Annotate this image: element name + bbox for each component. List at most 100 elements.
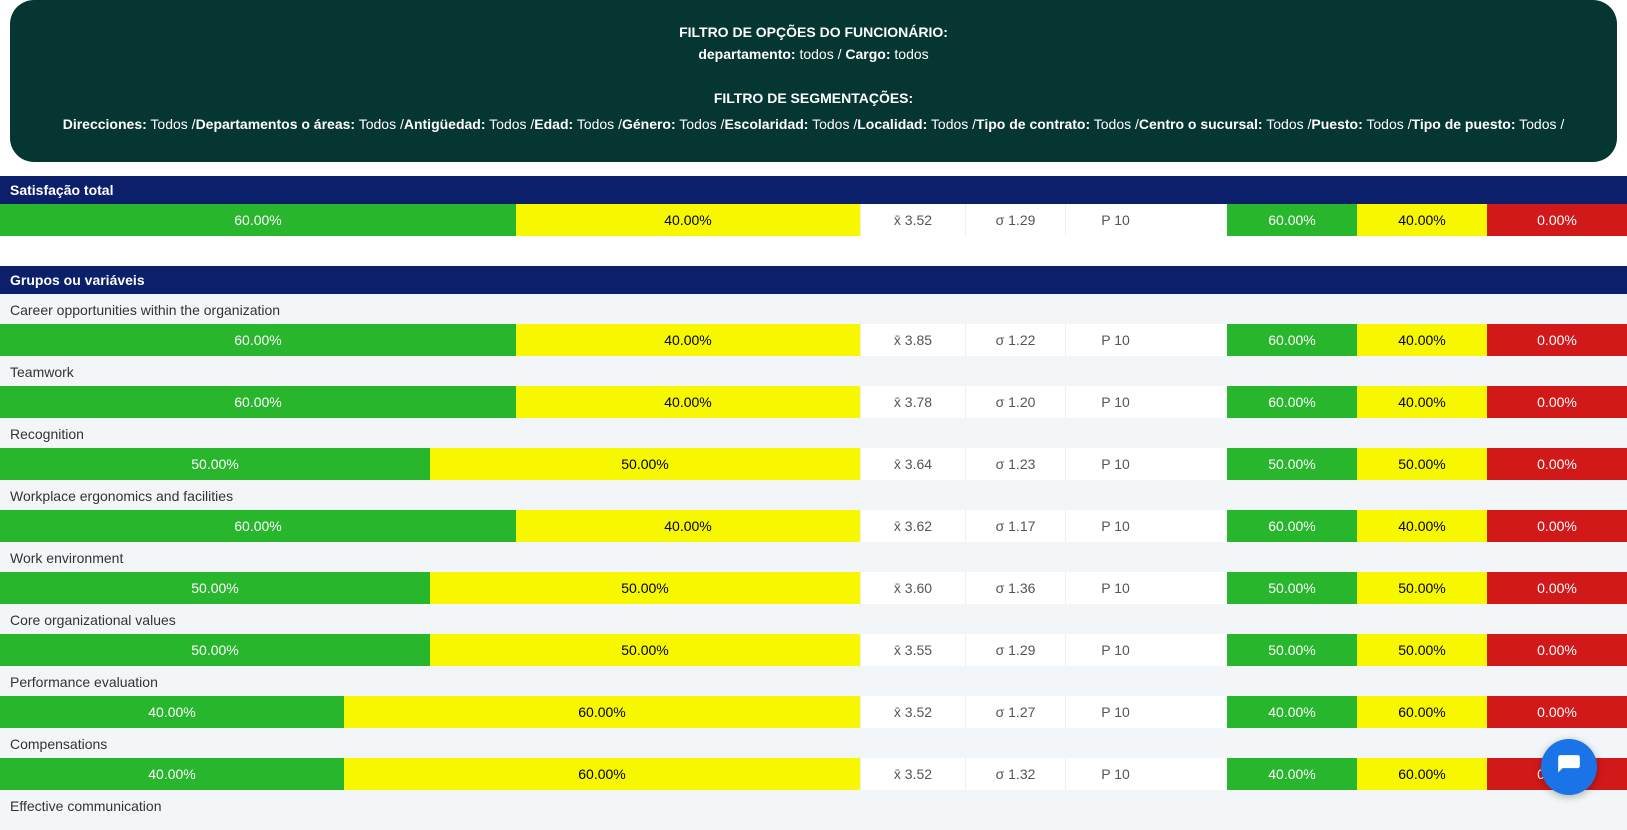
group-label: Performance evaluation: [0, 666, 1627, 696]
mini-yellow: 60.00%: [1357, 696, 1487, 728]
bar-green: 60.00%: [0, 204, 516, 236]
mini-green: 40.00%: [1227, 758, 1357, 790]
group-label: Recognition: [0, 418, 1627, 448]
bar-yellow: 40.00%: [516, 204, 860, 236]
bar-yellow: 40.00%: [516, 510, 860, 542]
filter-segment-label: Departamentos o áreas:: [196, 116, 356, 132]
stat-mean: x̄ 3.55: [860, 634, 965, 666]
group-row: 60.00%40.00%x̄ 3.85σ 1.22P 1060.00%40.00…: [0, 324, 1627, 356]
mini-yellow: 60.00%: [1357, 758, 1487, 790]
mini-green: 60.00%: [1227, 386, 1357, 418]
stat-sigma: σ 1.20: [965, 386, 1065, 418]
mini-red: 0.00%: [1487, 324, 1627, 356]
distribution-bar: 60.00%40.00%: [0, 204, 860, 236]
filter-segment: Antigüedad: Todos /: [404, 116, 534, 132]
mini-yellow: 40.00%: [1357, 386, 1487, 418]
bar-green: 50.00%: [0, 572, 430, 604]
group-row: 40.00% 60.00% x̄ 3.52σ 1.27P 1040.00%60.00…: [0, 696, 1627, 728]
bar-yellow: 60.00%: [344, 758, 860, 790]
stats: x̄ 3.52σ 1.27P 10: [860, 696, 1227, 728]
stat-p: P 10: [1065, 696, 1165, 728]
filter-segment: Departamentos o áreas: Todos /: [196, 116, 404, 132]
bar-green: 40.00%: [0, 696, 344, 728]
mini-distribution: 60.00%40.00%0.00%: [1227, 324, 1627, 356]
group-label: Compensations: [0, 728, 1627, 758]
bar-green: 50.00%: [0, 634, 430, 666]
section-header-total: Satisfação total: [0, 176, 1627, 204]
distribution-bar: 50.00%50.00%: [0, 448, 860, 480]
content: Satisfação total 60.00%40.00%x̄ 3.52σ 1.…: [0, 176, 1627, 830]
bar-green: 60.00%: [0, 510, 516, 542]
filter-segment-label: Tipo de contrato:: [976, 116, 1090, 132]
stats: x̄ 3.62σ 1.17P 10: [860, 510, 1227, 542]
group-row: 60.00%40.00%x̄ 3.62σ 1.17P 1060.00%40.00…: [0, 510, 1627, 542]
mini-yellow: 50.00%: [1357, 448, 1487, 480]
bar-yellow: 50.00%: [430, 448, 860, 480]
stat-mean: x̄ 3.62: [860, 510, 965, 542]
stat-sigma: σ 1.29: [965, 204, 1065, 236]
mini-distribution: 60.00%40.00%0.00%: [1227, 510, 1627, 542]
bar-yellow: 50.00%: [430, 634, 860, 666]
stat-mean: x̄ 3.78: [860, 386, 965, 418]
stat-p: P 10: [1065, 386, 1165, 418]
filter-employee-values: departamento: todos / Cargo: todos: [50, 46, 1577, 62]
stat-mean: x̄ 3.60: [860, 572, 965, 604]
chat-button[interactable]: [1541, 739, 1597, 795]
distribution-bar: 50.00%50.00%: [0, 634, 860, 666]
filter-segment: Puesto: Todos /: [1311, 116, 1411, 132]
stats: x̄ 3.60σ 1.36P 10: [860, 572, 1227, 604]
mini-distribution: 50.00%50.00%0.00%: [1227, 448, 1627, 480]
stat-sigma: σ 1.36: [965, 572, 1065, 604]
filter-segment-label: Puesto:: [1311, 116, 1362, 132]
mini-green: 60.00%: [1227, 510, 1357, 542]
stats: x̄ 3.52σ 1.29P 10: [860, 204, 1227, 236]
mini-distribution: 60.00%40.00%0.00%: [1227, 386, 1627, 418]
filter-segment-label: Género:: [622, 116, 676, 132]
filter-segment-label: Escolaridad:: [724, 116, 808, 132]
distribution-bar: 60.00%40.00%: [0, 324, 860, 356]
filter-segment-label: Direcciones:: [63, 116, 147, 132]
stat-p: P 10: [1065, 572, 1165, 604]
mini-green: 50.00%: [1227, 572, 1357, 604]
group-label: Workplace ergonomics and facilities: [0, 480, 1627, 510]
mini-red: 0.00%: [1487, 634, 1627, 666]
mini-red: 0.00%: [1487, 510, 1627, 542]
filter-segment: Direcciones: Todos /: [63, 116, 196, 132]
stat-p: P 10: [1065, 758, 1165, 790]
distribution-bar: 60.00%40.00%: [0, 510, 860, 542]
stat-sigma: σ 1.23: [965, 448, 1065, 480]
filter-segment: Centro o sucursal: Todos /: [1139, 116, 1311, 132]
stat-sigma: σ 1.29: [965, 634, 1065, 666]
group-row: 60.00%40.00% x̄ 3.78σ 1.20P 10 60.00%40.00…: [0, 386, 1627, 418]
mini-yellow: 50.00%: [1357, 572, 1487, 604]
mini-yellow: 50.00%: [1357, 634, 1487, 666]
filter-segment: Localidad: Todos /: [857, 116, 976, 132]
mini-green: 50.00%: [1227, 634, 1357, 666]
mini-red: 0.00%: [1487, 696, 1627, 728]
mini-distribution: 50.00%50.00%0.00%: [1227, 572, 1627, 604]
filter-segment: Escolaridad: Todos /: [724, 116, 857, 132]
mini-green: 60.00%: [1227, 324, 1357, 356]
filter-segment: Tipo de puesto: Todos /: [1412, 116, 1565, 132]
cargo-label: Cargo:: [845, 46, 890, 62]
filter-segment-label: Edad:: [534, 116, 573, 132]
distribution-bar: 40.00%60.00%: [0, 758, 860, 790]
filter-segment-label: Centro o sucursal:: [1139, 116, 1263, 132]
bar-yellow: 40.00%: [516, 324, 860, 356]
filter-panel: FILTRO DE OPÇÕES DO FUNCIONÁRIO: departa…: [10, 0, 1617, 162]
stats: x̄ 3.85σ 1.22P 10: [860, 324, 1227, 356]
group-label: Work environment: [0, 542, 1627, 572]
mini-red: 0.00%: [1487, 386, 1627, 418]
stat-mean: x̄ 3.52: [860, 696, 965, 728]
group-label: Career opportunities within the organiza…: [0, 294, 1627, 324]
section-header-groups: Grupos ou variáveis: [0, 266, 1627, 294]
filter-segments-row: Direcciones: Todos / Departamentos o áre…: [50, 116, 1577, 132]
stat-p: P 10: [1065, 448, 1165, 480]
filter-title-employee: FILTRO DE OPÇÕES DO FUNCIONÁRIO:: [50, 24, 1577, 40]
group-row: 50.00%50.00%x̄ 3.64σ 1.23P 1050.00%50.00…: [0, 448, 1627, 480]
stats: x̄ 3.55σ 1.29P 10: [860, 634, 1227, 666]
stat-p: P 10: [1065, 510, 1165, 542]
dept-label: departamento:: [698, 46, 795, 62]
filter-segment-label: Antigüedad:: [404, 116, 486, 132]
mini-distribution: 40.00%60.00%0.00%: [1227, 696, 1627, 728]
